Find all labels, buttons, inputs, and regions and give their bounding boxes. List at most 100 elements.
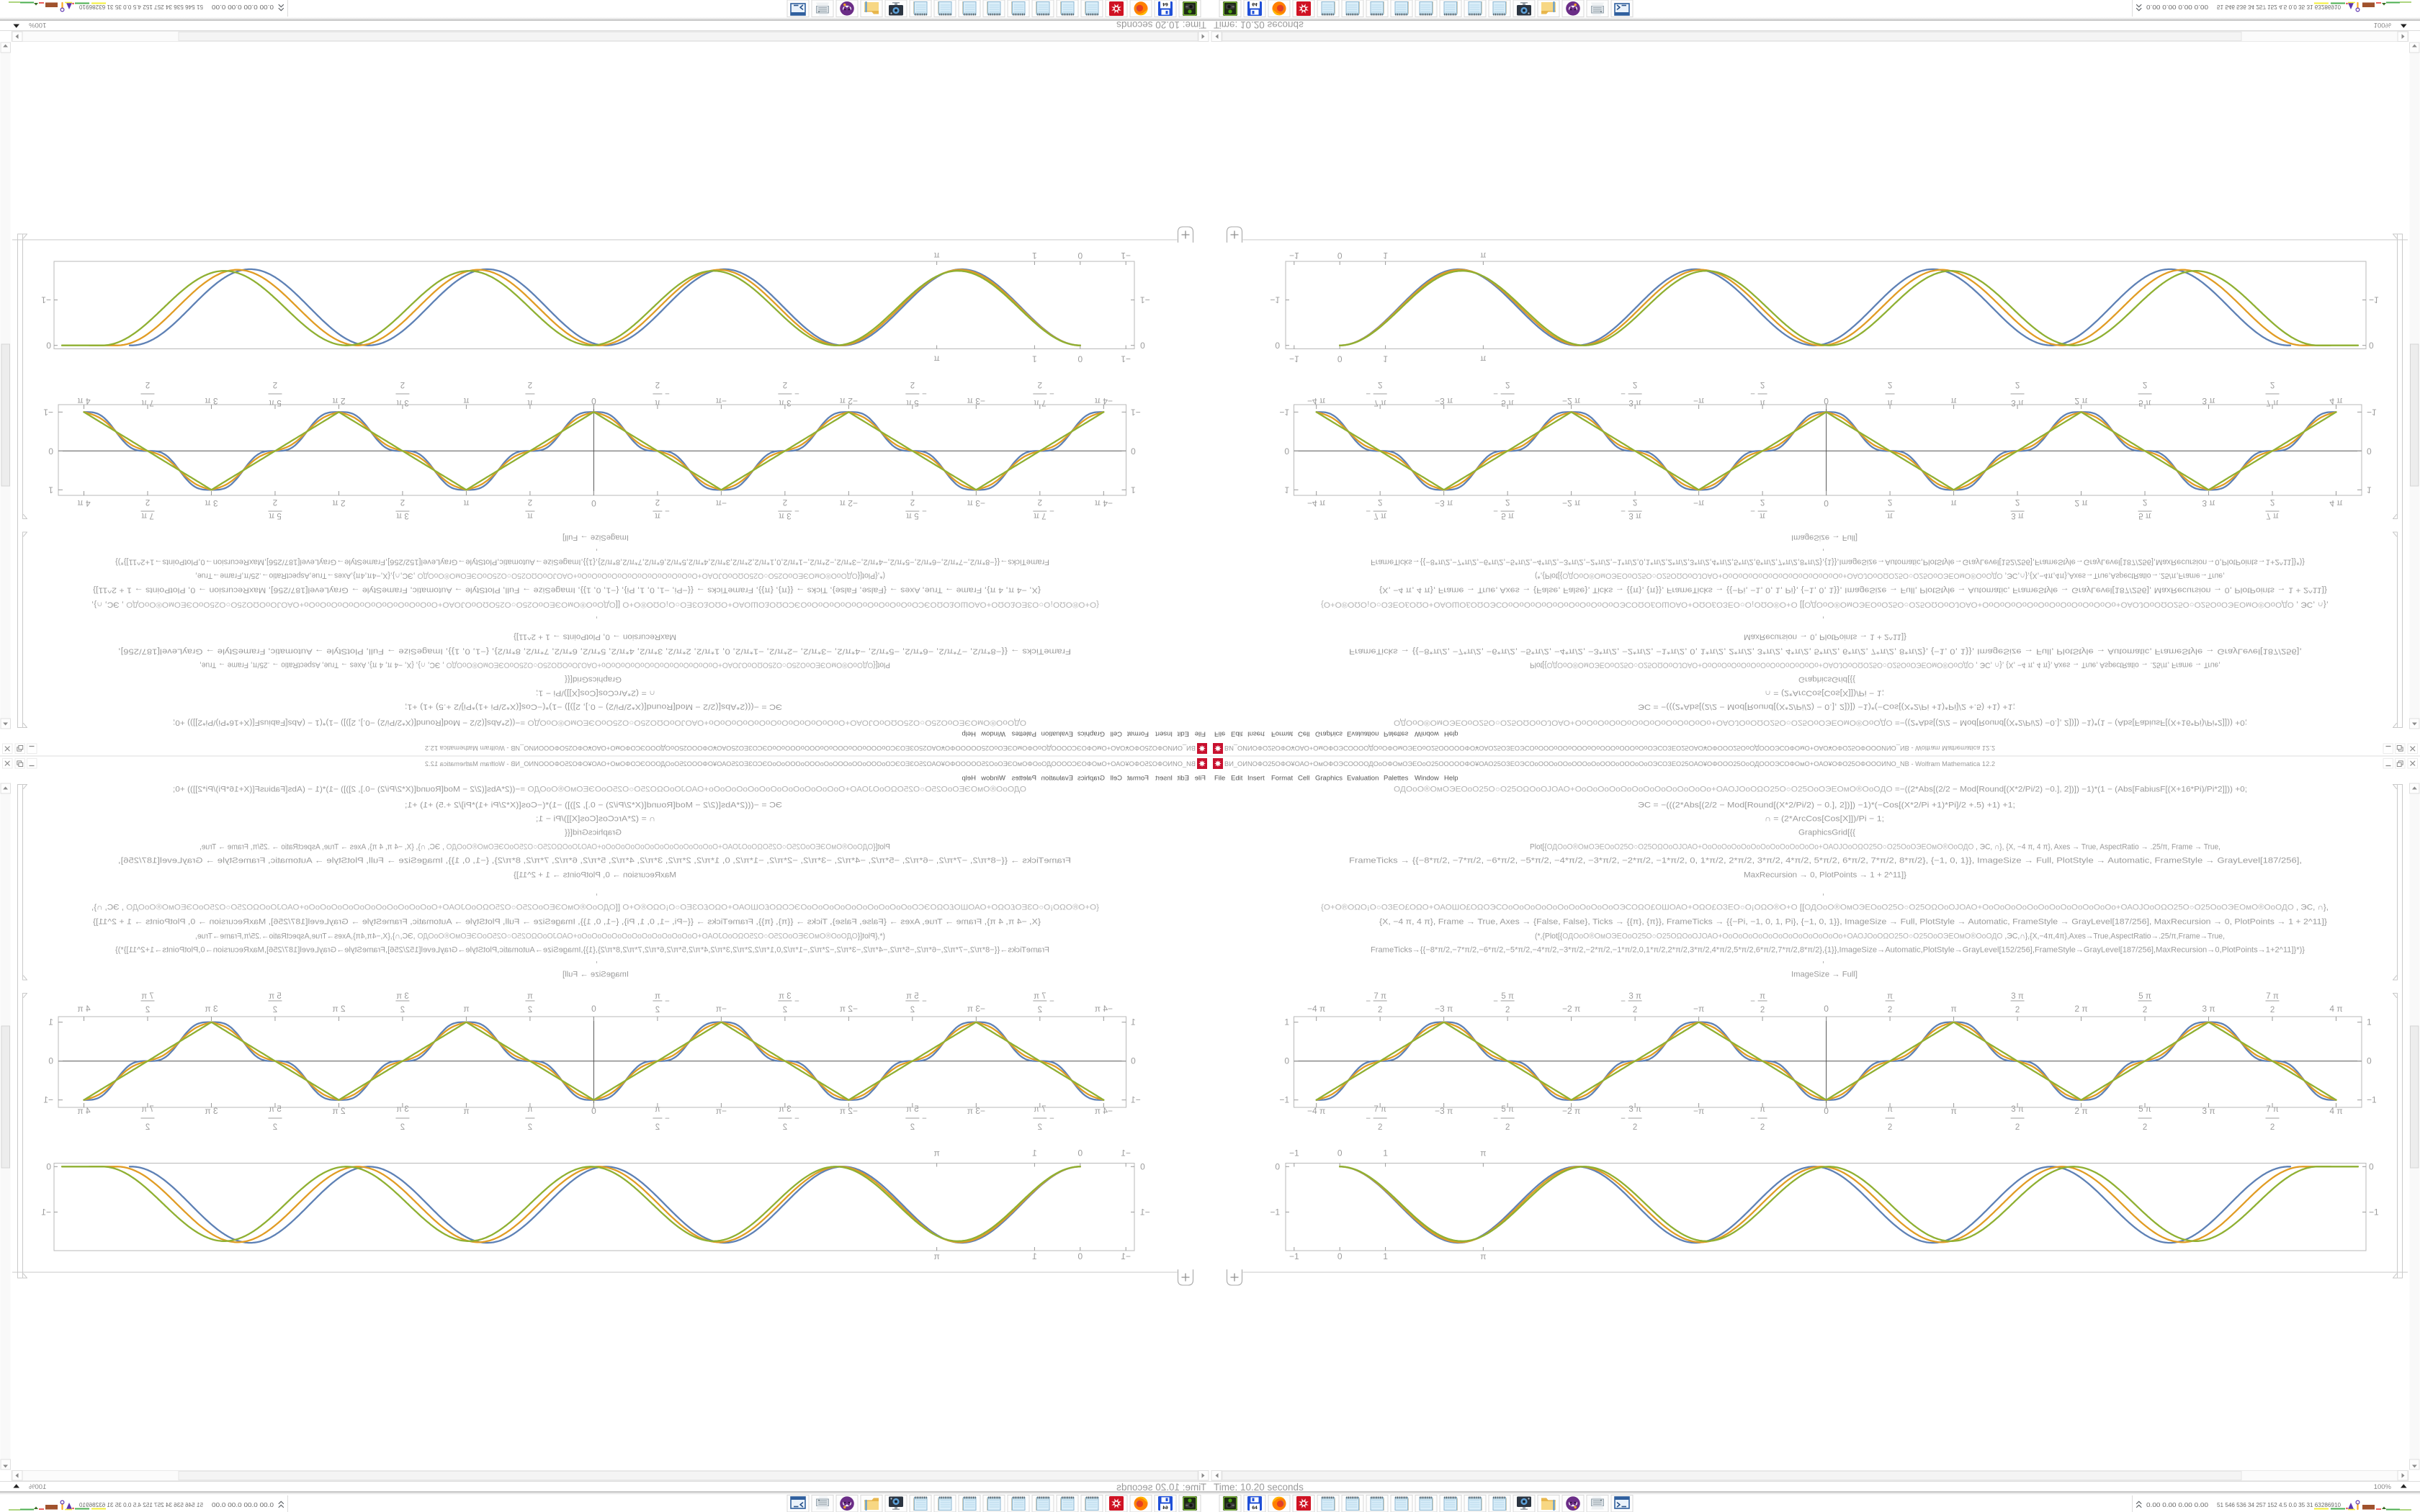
svg-text:3 π: 3 π	[396, 992, 409, 1001]
svg-text:−: −	[794, 1115, 799, 1123]
svg-text:4 π: 4 π	[2329, 1106, 2342, 1116]
svg-text:5 π: 5 π	[269, 992, 282, 1001]
svg-text:0: 0	[46, 1161, 51, 1171]
svg-text:Palettes: Palettes	[1011, 730, 1036, 738]
svg-text:1: 1	[1032, 354, 1037, 364]
svg-text:0: 0	[591, 498, 596, 508]
svg-text:−3 π: −3 π	[1435, 498, 1453, 508]
svg-text:2 π: 2 π	[332, 498, 345, 508]
svg-text:Plot[{ОДОоО®ОмОЭЕОоО25О○О25ОΩО: Plot[{ОДОоО®ОмОЭЕОоО25О○О25ОΩОоОЈОАО+ОоО…	[200, 843, 890, 852]
svg-text:0.00 0.00 0.00 0.00: 0.00 0.00 0.00 0.00	[2146, 4, 2208, 11]
svg-text:−1: −1	[2369, 1207, 2379, 1217]
svg-text:Evaluation: Evaluation	[1041, 730, 1073, 738]
svg-text:Insert: Insert	[1247, 775, 1265, 783]
svg-text:3 π: 3 π	[205, 498, 218, 508]
svg-text:1: 1	[1131, 485, 1136, 495]
svg-text:2: 2	[2270, 380, 2275, 389]
svg-text:ImageSize → Full]: ImageSize → Full]	[563, 534, 629, 542]
svg-text:{О+О®ОΩО¡О○ОЗЕО£ОΩО+ОАОШО£ОΩОЭ: {О+О®ОΩО¡О○ОЗЕО£ОΩО+ОАОШО£ОΩОЭСОоОоОоОоО…	[1321, 600, 2329, 609]
svg-text:2: 2	[1038, 380, 1042, 389]
svg-text:3 π: 3 π	[2011, 398, 2024, 407]
svg-text:ЭС = −(((2*Abs[(2/2 − Mod[Roun: ЭС = −(((2*Abs[(2/2 − Mod[Round[(X*2/Pi/…	[1638, 801, 2015, 810]
svg-text:3 π: 3 π	[2202, 498, 2215, 508]
svg-text:2: 2	[273, 1006, 277, 1014]
svg-text:0: 0	[1077, 1251, 1083, 1261]
svg-text:2 π: 2 π	[2074, 498, 2087, 508]
svg-text:0: 0	[1824, 1004, 1829, 1014]
svg-text:−π: −π	[1693, 498, 1704, 508]
svg-text:π: π	[1760, 992, 1765, 1001]
svg-text:7 π: 7 π	[141, 511, 154, 520]
svg-text:GraphicsGrid[{{: GraphicsGrid[{{	[1798, 829, 1855, 837]
svg-text:−4 π: −4 π	[1095, 1106, 1113, 1116]
svg-text:3 π: 3 π	[779, 992, 792, 1001]
svg-text:2: 2	[145, 498, 150, 506]
svg-text:−2 π: −2 π	[1562, 1106, 1580, 1116]
svg-text:0: 0	[2369, 1161, 2374, 1171]
svg-text:∩ = (2*ArcCos[Cos[X]])/Pi − 1: ∩ = (2*ArcCos[Cos[X]])/Pi − 1;	[1765, 815, 1884, 824]
svg-text:π: π	[1950, 498, 1956, 508]
svg-text:(*,{Plot[{ОДОоО®ОмОЭЕОоО25О○О2: (*,{Plot[{ОДОоО®ОмОЭЕОоО25О○О25ОΩОоОЈОАО…	[195, 572, 885, 580]
svg-text:−1: −1	[41, 295, 51, 305]
svg-text:−3 π: −3 π	[967, 498, 985, 508]
svg-text:−1: −1	[1140, 1207, 1150, 1217]
svg-text:−1: −1	[1289, 354, 1299, 364]
svg-text:−3 π: −3 π	[967, 396, 985, 406]
svg-text:2: 2	[783, 1123, 787, 1132]
svg-text:Time: 10.20 seconds: Time: 10.20 seconds	[1116, 1482, 1206, 1493]
svg-text:4 π: 4 π	[77, 498, 90, 508]
svg-text:64: 64	[1162, 1506, 1168, 1511]
svg-text:7 π: 7 π	[1373, 1105, 1386, 1114]
svg-text:2: 2	[2143, 498, 2147, 506]
svg-text:−: −	[922, 997, 927, 1006]
svg-text:2: 2	[1760, 498, 1765, 506]
svg-text:−π: −π	[1693, 1004, 1704, 1014]
svg-text:∩ = (2*ArcCos[Cos[X]])/Pi − 1: ∩ = (2*ArcCos[Cos[X]])/Pi − 1;	[536, 815, 655, 824]
svg-text:5 π: 5 π	[906, 1105, 919, 1114]
svg-text:3 π: 3 π	[2011, 511, 2024, 520]
svg-text:5 π: 5 π	[269, 1105, 282, 1114]
svg-text:0: 0	[1140, 1161, 1145, 1171]
svg-text:2: 2	[1378, 498, 1382, 506]
svg-text:4 π: 4 π	[2329, 1004, 2342, 1014]
svg-text:(*,{Plot[{ОДОоО®ОмОЭЕОоО25О○О2: (*,{Plot[{ОДОоО®ОмОЭЕОоО25О○О25ОΩОоОЈОАО…	[195, 932, 885, 941]
svg-text:−2 π: −2 π	[840, 498, 858, 508]
svg-text:2 π: 2 π	[2074, 1106, 2087, 1116]
svg-text:3 π: 3 π	[779, 1105, 792, 1114]
svg-text:ImageSize → Full]: ImageSize → Full]	[1791, 534, 1857, 542]
svg-text:−4 π: −4 π	[1095, 1004, 1113, 1014]
svg-text:7 π: 7 π	[141, 992, 154, 1001]
svg-text:−: −	[1493, 1115, 1498, 1123]
svg-text:Window: Window	[981, 730, 1005, 738]
svg-text:7 π: 7 π	[1034, 398, 1047, 407]
svg-text:ОДОоО®ОмОЭЕОоО25О○О25ОΩОоОЈОАО: ОДОоО®ОмОЭЕОоО25О○О25ОΩОоОЈОАО+ОоОоОоОоО…	[1394, 786, 2247, 794]
svg-text:∩ = (2*ArcCos[Cos[X]])/Pi − 1: ∩ = (2*ArcCos[Cos[X]])/Pi − 1;	[1765, 689, 1884, 698]
svg-text:−: −	[1621, 997, 1626, 1006]
svg-text:2: 2	[400, 380, 405, 389]
svg-text:Evaluation: Evaluation	[1347, 730, 1379, 738]
svg-text:0: 0	[2367, 446, 2372, 456]
svg-text:π: π	[933, 1148, 939, 1158]
svg-text:Window: Window	[981, 775, 1005, 783]
svg-text:Window: Window	[1415, 730, 1439, 738]
svg-text:Evaluation: Evaluation	[1347, 775, 1379, 783]
svg-text:−1: −1	[43, 1095, 53, 1105]
svg-text:5 π: 5 π	[2138, 511, 2151, 520]
svg-text:2: 2	[2143, 1123, 2147, 1132]
svg-text:π: π	[463, 1004, 469, 1014]
svg-text:2: 2	[145, 380, 150, 389]
svg-text:π: π	[655, 992, 660, 1001]
svg-text:1: 1	[1032, 1148, 1037, 1158]
svg-text:−3 π: −3 π	[1435, 1106, 1453, 1116]
svg-text:2: 2	[273, 498, 277, 506]
svg-text:0: 0	[1337, 251, 1343, 261]
svg-text:π: π	[1760, 398, 1765, 407]
svg-text:−: −	[1621, 1115, 1626, 1123]
svg-text:2: 2	[145, 1123, 150, 1132]
svg-text:−: −	[794, 997, 799, 1006]
svg-text:π: π	[1950, 396, 1956, 406]
svg-text:100%: 100%	[28, 1483, 46, 1491]
svg-text:2: 2	[910, 1123, 915, 1132]
svg-text:π: π	[1887, 992, 1893, 1001]
svg-text:0.00 0.00 0.00 0.00: 0.00 0.00 0.00 0.00	[212, 4, 274, 11]
